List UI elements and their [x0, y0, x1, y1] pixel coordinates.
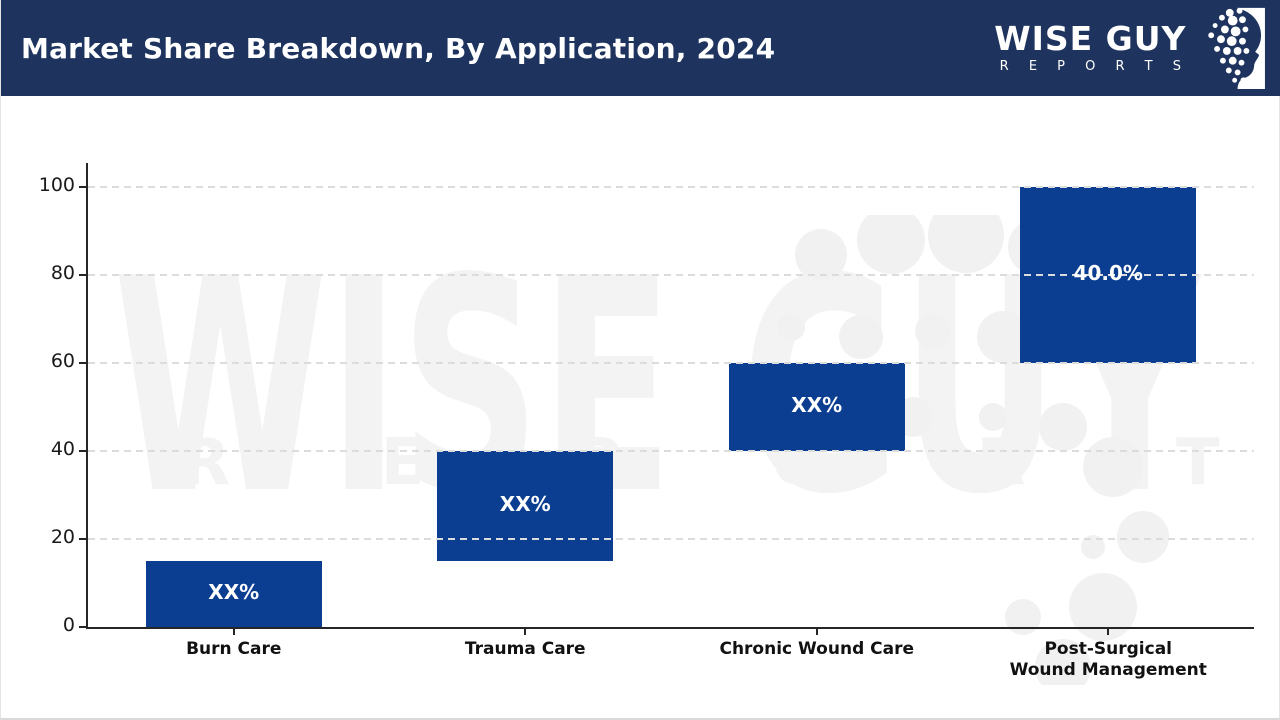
- y-gridline: [88, 538, 1254, 540]
- bar-value-label: 40.0%: [1073, 261, 1143, 285]
- y-tick-label: 0: [62, 614, 75, 636]
- x-category-label: Burn Care: [186, 639, 282, 659]
- bar-value-label: XX%: [208, 580, 260, 604]
- y-tick-label: 60: [50, 350, 75, 372]
- x-tick: [1107, 627, 1110, 635]
- y-tick: [79, 538, 87, 540]
- logo-reports-text: R E P O R T S: [999, 59, 1189, 74]
- y-tick-label: 20: [50, 526, 75, 548]
- x-category-label: Trauma Care: [464, 639, 586, 659]
- y-gridline: [88, 450, 1254, 452]
- x-tick: [232, 627, 235, 635]
- y-axis-line: [86, 163, 88, 629]
- y-tick-label: 100: [38, 174, 75, 196]
- y-tick: [79, 186, 87, 188]
- x-axis-line: [86, 627, 1254, 629]
- x-category-label: Post-Surgical Wound Management: [1009, 639, 1207, 681]
- bar: [437, 451, 614, 561]
- bar: [728, 363, 905, 451]
- x-category-label: Chronic Wound Care: [719, 639, 915, 659]
- x-tick: [815, 627, 818, 635]
- logo-wise-guy-text: WISE GUY: [994, 19, 1187, 58]
- page-title: Market Share Breakdown, By Application, …: [21, 31, 776, 65]
- bar-value-label: XX%: [791, 393, 843, 417]
- wise-guy-reports-logo: WISE GUY R E P O R T S: [992, 5, 1265, 91]
- chart-header: Market Share Breakdown, By Application, …: [1, 0, 1280, 96]
- watermark-wise-guy: WISE GUY: [113, 215, 1201, 559]
- y-tick: [79, 274, 87, 276]
- bar: [145, 561, 322, 627]
- y-gridline: [88, 274, 1254, 276]
- y-gridline: [88, 186, 1254, 188]
- logo-face-icon: [1208, 7, 1265, 90]
- y-tick: [79, 626, 87, 628]
- bar-value-label: XX%: [499, 492, 551, 516]
- x-tick: [524, 627, 527, 635]
- logo-text: WISE GUY R E P O R T S: [992, 22, 1189, 74]
- y-tick: [79, 362, 87, 364]
- y-tick: [79, 450, 87, 452]
- y-tick-label: 40: [50, 438, 75, 460]
- y-tick-label: 80: [50, 262, 75, 284]
- y-gridline: [88, 362, 1254, 364]
